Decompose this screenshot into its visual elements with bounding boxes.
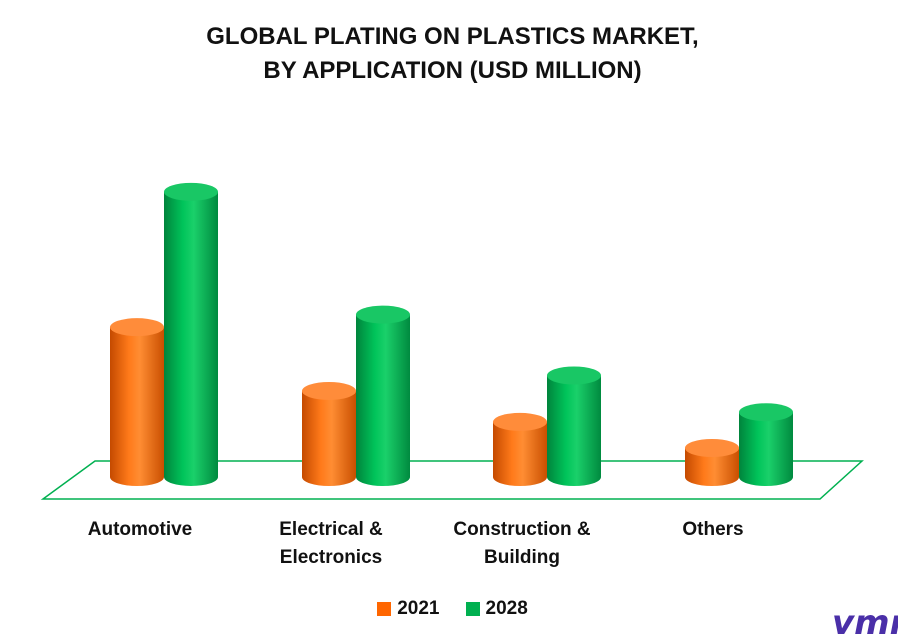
legend: 2021 2028 <box>0 598 905 620</box>
category-label-3: Construction & Building <box>453 519 590 568</box>
chart-title: GLOBAL PLATING ON PLASTICS MARKET, BY AP… <box>0 20 905 88</box>
chart-title-line-1: GLOBAL PLATING ON PLASTICS MARKET, <box>206 23 699 50</box>
bar-body-2021-4 <box>685 448 739 486</box>
bar-top-2021-1 <box>110 318 164 337</box>
legend-label-2028: 2028 <box>485 598 528 619</box>
bar-top-2021-4 <box>685 439 739 457</box>
bar-body-2028-3 <box>547 375 601 486</box>
bars-layer <box>110 182 793 486</box>
category-label-1-line-1: Automotive <box>88 519 193 540</box>
chart-title-line-2: BY APPLICATION (USD MILLION) <box>263 57 642 84</box>
bar-top-2028-1 <box>164 182 218 201</box>
legend-swatch-2028 <box>465 602 480 616</box>
category-label-4-line-1: Others <box>682 519 743 540</box>
category-label-2: Electrical & Electronics <box>279 519 383 568</box>
bar-2028-4 <box>739 403 793 486</box>
legend-item-2028: 2028 <box>465 598 528 620</box>
bar-body-2028-4 <box>739 412 793 486</box>
category-labels: Automotive Electrical & Electronics Constru… <box>88 519 744 568</box>
bar-body-2021-2 <box>302 390 356 486</box>
legend-item-2021: 2021 <box>377 598 440 620</box>
bar-2028-2 <box>356 305 410 486</box>
category-label-3-line-1: Construction & <box>453 519 590 540</box>
bar-top-2028-3 <box>547 366 601 385</box>
bar-body-2028-1 <box>164 191 218 486</box>
category-label-4: Others <box>682 519 743 540</box>
bar-2028-1 <box>164 182 218 486</box>
bar-2021-4 <box>685 439 739 486</box>
category-label-2-line-1: Electrical & <box>279 519 383 540</box>
legend-label-2021: 2021 <box>397 598 440 619</box>
bar-body-2028-2 <box>356 314 410 486</box>
legend-swatch-2021 <box>377 602 392 616</box>
bar-top-2021-2 <box>302 381 356 400</box>
bar-body-2021-3 <box>493 421 547 486</box>
vmr-logo: vmr <box>832 603 898 642</box>
bar-top-2021-3 <box>493 412 547 431</box>
bar-2021-1 <box>110 318 164 486</box>
category-label-3-line-2: Building <box>484 547 560 568</box>
svg-text:vmr: vmr <box>832 603 898 642</box>
category-label-1: Automotive <box>88 519 193 540</box>
bar-2021-3 <box>493 412 547 486</box>
bar-body-2021-1 <box>110 327 164 486</box>
chart-floor <box>40 460 864 500</box>
bar-top-2028-2 <box>356 305 410 324</box>
bar-top-2028-4 <box>739 403 793 422</box>
bar-2021-2 <box>302 381 356 486</box>
category-label-2-line-2: Electronics <box>280 547 382 568</box>
bar-2028-3 <box>547 366 601 486</box>
